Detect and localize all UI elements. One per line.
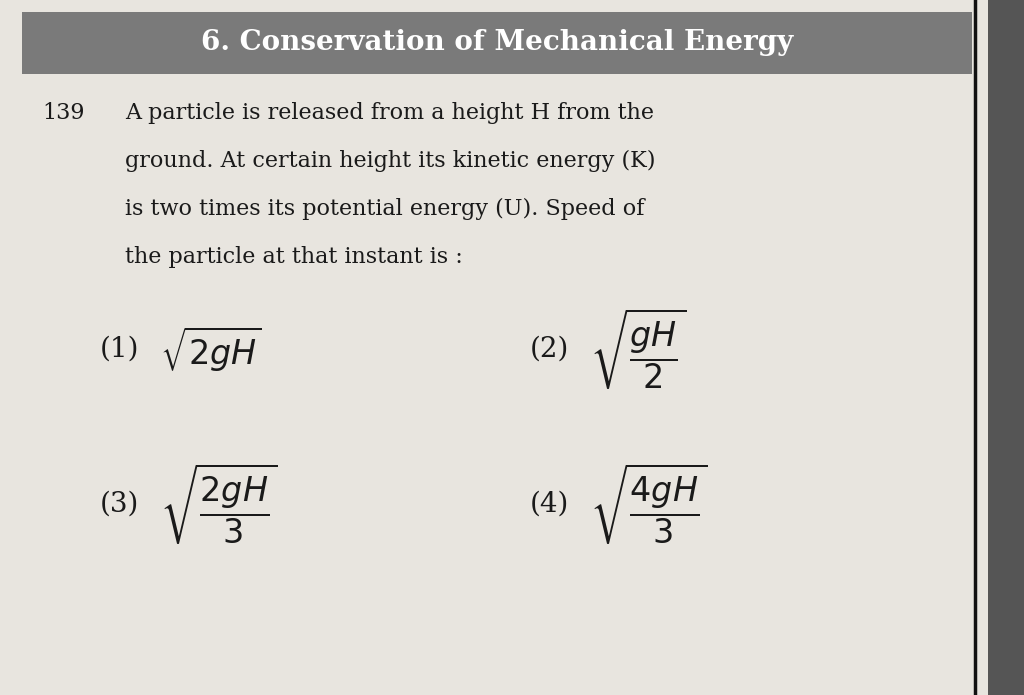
Text: 6. Conservation of Mechanical Energy: 6. Conservation of Mechanical Energy [201, 29, 794, 56]
Text: $\sqrt{\dfrac{gH}{2}}$: $\sqrt{\dfrac{gH}{2}}$ [590, 306, 686, 391]
Text: (2): (2) [530, 336, 569, 363]
Bar [988, 0, 1024, 695]
Text: the particle at that instant is :: the particle at that instant is : [125, 246, 463, 268]
Text: $\sqrt{\dfrac{4gH}{3}}$: $\sqrt{\dfrac{4gH}{3}}$ [590, 461, 708, 546]
Text: $\sqrt{\dfrac{2gH}{3}}$: $\sqrt{\dfrac{2gH}{3}}$ [160, 461, 278, 546]
Text: $\sqrt{2gH}$: $\sqrt{2gH}$ [160, 325, 262, 374]
Text: (3): (3) [100, 491, 139, 518]
Text: (1): (1) [100, 336, 139, 363]
Text: 139: 139 [42, 102, 85, 124]
Text: is two times its potential energy (U). Speed of: is two times its potential energy (U). S… [125, 198, 644, 220]
Text: A particle is released from a height H from the: A particle is released from a height H f… [125, 102, 654, 124]
Bar [22, 12, 972, 74]
Text: (4): (4) [530, 491, 569, 518]
Text: ground. At certain height its kinetic energy (K): ground. At certain height its kinetic en… [125, 150, 655, 172]
